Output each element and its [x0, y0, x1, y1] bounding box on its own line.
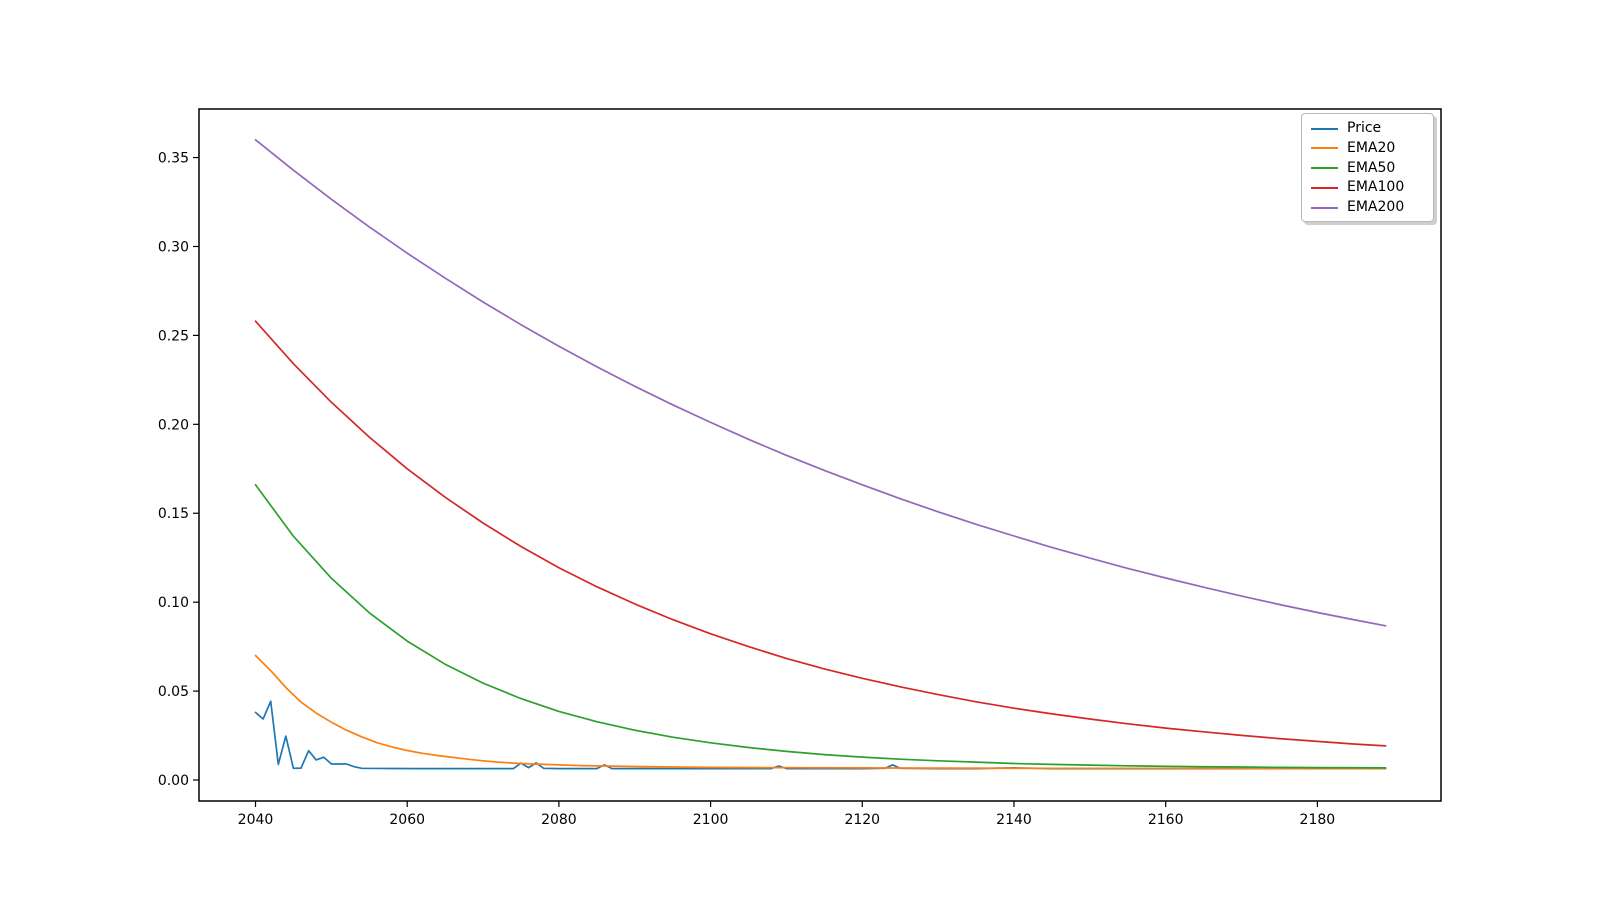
legend-line-swatch-ema50: [1311, 167, 1338, 169]
legend-item-ema20: EMA20: [1311, 139, 1425, 158]
y-tick-label: 0.05: [158, 684, 189, 700]
x-tick-label: 2080: [541, 812, 577, 828]
y-tick-label: 0.20: [158, 417, 189, 433]
y-tick-label: 0.00: [158, 773, 189, 789]
y-tick-label: 0.15: [158, 506, 189, 522]
legend-label-ema200: EMA200: [1347, 199, 1405, 215]
y-tick-label: 0.35: [158, 151, 189, 167]
x-tick-label: 2180: [1300, 812, 1336, 828]
x-tick-label: 2120: [844, 812, 880, 828]
x-tick-label: 2100: [693, 812, 729, 828]
legend-label-ema50: EMA50: [1347, 159, 1396, 176]
legend-line-swatch-ema200: [1311, 206, 1338, 209]
legend-line-swatch-price: [1311, 127, 1338, 130]
legend-item-ema100: EMA100: [1311, 178, 1425, 197]
legend-item-ema200: EMA200: [1311, 198, 1425, 217]
legend: Price EMA20 EMA50 EMA100 EMA200: [1301, 113, 1434, 222]
x-tick-label: 2140: [996, 812, 1032, 828]
series-line-ema200: [254, 138, 1387, 627]
legend-item-price: Price: [1311, 119, 1425, 138]
y-tick-label: 0.25: [158, 328, 189, 344]
x-tick-label: 2160: [1148, 812, 1184, 828]
x-tick-label: 2060: [389, 812, 425, 828]
axes-spines: [198, 108, 1442, 802]
legend-line-swatch-ema20: [1311, 147, 1338, 150]
legend-label-ema20: EMA20: [1347, 139, 1396, 156]
y-tick-label: 0.30: [158, 239, 189, 255]
x-tick-label: 2040: [238, 812, 274, 828]
y-tick-label: 0.10: [158, 595, 189, 611]
series-line-ema50: [254, 483, 1387, 769]
legend-line-swatch-ema100: [1311, 186, 1338, 189]
legend-label-price: Price: [1347, 120, 1382, 136]
series-line-ema20: [254, 654, 1387, 770]
legend-label-ema100: EMA100: [1347, 179, 1405, 196]
legend-item-ema50: EMA50: [1311, 159, 1425, 178]
series-line-ema100: [254, 320, 1387, 747]
